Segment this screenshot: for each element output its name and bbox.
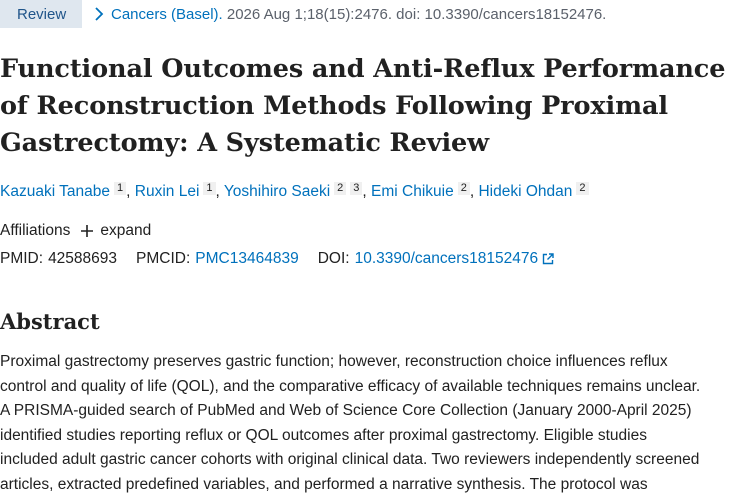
plus-icon[interactable] [80, 224, 94, 238]
affiliations-row: Affiliations expand [0, 222, 151, 240]
affiliation-ref[interactable]: 3 [350, 182, 363, 195]
affiliation-ref[interactable]: 1 [203, 182, 216, 195]
external-link-icon[interactable] [542, 253, 554, 265]
affiliation-ref[interactable]: 2 [457, 182, 470, 195]
author-link[interactable]: Yoshihiro Saeki [223, 183, 331, 200]
title-line: Gastrectomy: A Systematic Review [0, 128, 490, 158]
author-link[interactable]: Kazuaki Tanabe [0, 183, 111, 200]
abstract-line: articles, extracted predefined variables… [0, 475, 648, 493]
citation-details: 2026 Aug 1;18(15):2476. doi: 10.3390/can… [223, 5, 607, 23]
expand-toggle[interactable]: expand [100, 222, 152, 239]
abstract-heading: Abstract [0, 309, 100, 334]
abstract-line: control and quality of life (QOL), and t… [0, 377, 701, 395]
abstract-line: included adult gastric cancer cohorts wi… [0, 451, 700, 468]
review-badge: Review [0, 0, 82, 28]
pmid-value: 42588693 [48, 250, 118, 267]
citation-row: Review Cancers (Basel). 2026 Aug 1;18(15… [0, 0, 606, 28]
title-line: of Reconstruction Methods Following Prox… [0, 91, 669, 121]
author-list: Kazuaki Tanabe 1, Ruxin Lei 1, Yoshihiro S… [0, 182, 589, 201]
title-line: Functional Outcomes and Anti-Reflux Perf… [0, 54, 726, 84]
author-link[interactable]: Ruxin Lei [134, 183, 200, 200]
journal-link[interactable]: Cancers (Basel). [111, 5, 223, 23]
doi-label: DOI: [317, 250, 350, 267]
chevron-right-icon [95, 7, 104, 21]
abstract-text: Proximal gastrectomy preserves gastric f… [0, 350, 750, 497]
pmcid-link[interactable]: PMC13464839 [195, 250, 299, 267]
abstract-line: A PRISMA-guided search of PubMed and Web… [0, 402, 692, 419]
doi-link[interactable]: 10.3390/cancers18152476 [354, 250, 539, 267]
abstract-line: identified studies reporting reflux or Q… [0, 426, 647, 444]
citation-details-text: 2026 Aug 1;18(15):2476. doi: 10.3390/can… [226, 5, 607, 23]
author-link[interactable]: Hideki Ohdan [478, 183, 573, 200]
pmcid-label: PMCID: [136, 250, 191, 267]
affiliations-label: Affiliations [0, 222, 71, 239]
pmid-label: PMID: [0, 250, 44, 267]
abstract-line: Proximal gastrectomy preserves gastric f… [0, 353, 668, 370]
identifiers-row: PMID: 42588693 PMCID: PMC13464839 DOI: 1… [0, 250, 554, 268]
affiliation-ref[interactable]: 1 [114, 182, 127, 195]
author-link[interactable]: Emi Chikuie [371, 183, 454, 200]
article-title: Functional Outcomes and Anti-Reflux Perf… [0, 51, 745, 162]
affiliation-ref[interactable]: 2 [576, 182, 589, 195]
affiliation-ref[interactable]: 2 [334, 182, 347, 195]
